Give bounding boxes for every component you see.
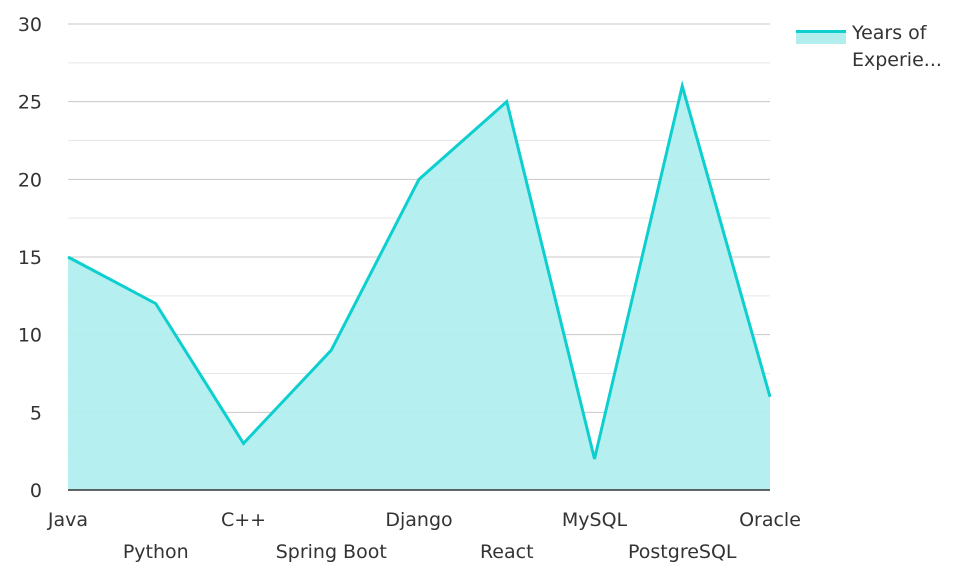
x-tick-label: PostgreSQL xyxy=(628,541,737,563)
y-tick-label: 10 xyxy=(18,325,42,347)
data-point[interactable] xyxy=(767,394,773,400)
data-point[interactable] xyxy=(416,176,422,182)
y-tick-label: 5 xyxy=(30,402,42,424)
data-point[interactable] xyxy=(592,456,598,462)
legend-label: Years of Experie... xyxy=(852,20,962,74)
x-tick-label: Python xyxy=(123,541,189,563)
x-tick-label: React xyxy=(480,541,534,563)
series-line xyxy=(67,80,772,460)
data-point[interactable] xyxy=(679,83,685,89)
legend-label-line1: Years of xyxy=(852,22,927,44)
legend-label-line2: Experie... xyxy=(852,49,942,71)
data-point[interactable] xyxy=(328,347,334,353)
data-point[interactable] xyxy=(65,254,71,260)
x-tick-label: Oracle xyxy=(739,509,801,531)
data-point[interactable] xyxy=(504,99,510,105)
data-point[interactable] xyxy=(241,440,247,446)
x-tick-label: Spring Boot xyxy=(276,541,387,563)
x-tick-label: Java xyxy=(47,509,88,531)
data-point[interactable] xyxy=(153,301,159,307)
y-tick-label: 15 xyxy=(18,247,42,269)
series-area xyxy=(68,86,770,490)
legend-swatch xyxy=(796,30,846,44)
x-tick-label: MySQL xyxy=(562,509,628,531)
y-tick-label: 25 xyxy=(18,92,42,114)
y-tick-label: 20 xyxy=(18,169,42,191)
y-tick-label: 30 xyxy=(18,14,42,36)
x-tick-label: Django xyxy=(385,509,452,531)
legend[interactable]: Years of Experie... xyxy=(796,20,962,74)
x-tick-label: C++ xyxy=(221,509,266,531)
y-tick-label: 0 xyxy=(30,480,42,502)
